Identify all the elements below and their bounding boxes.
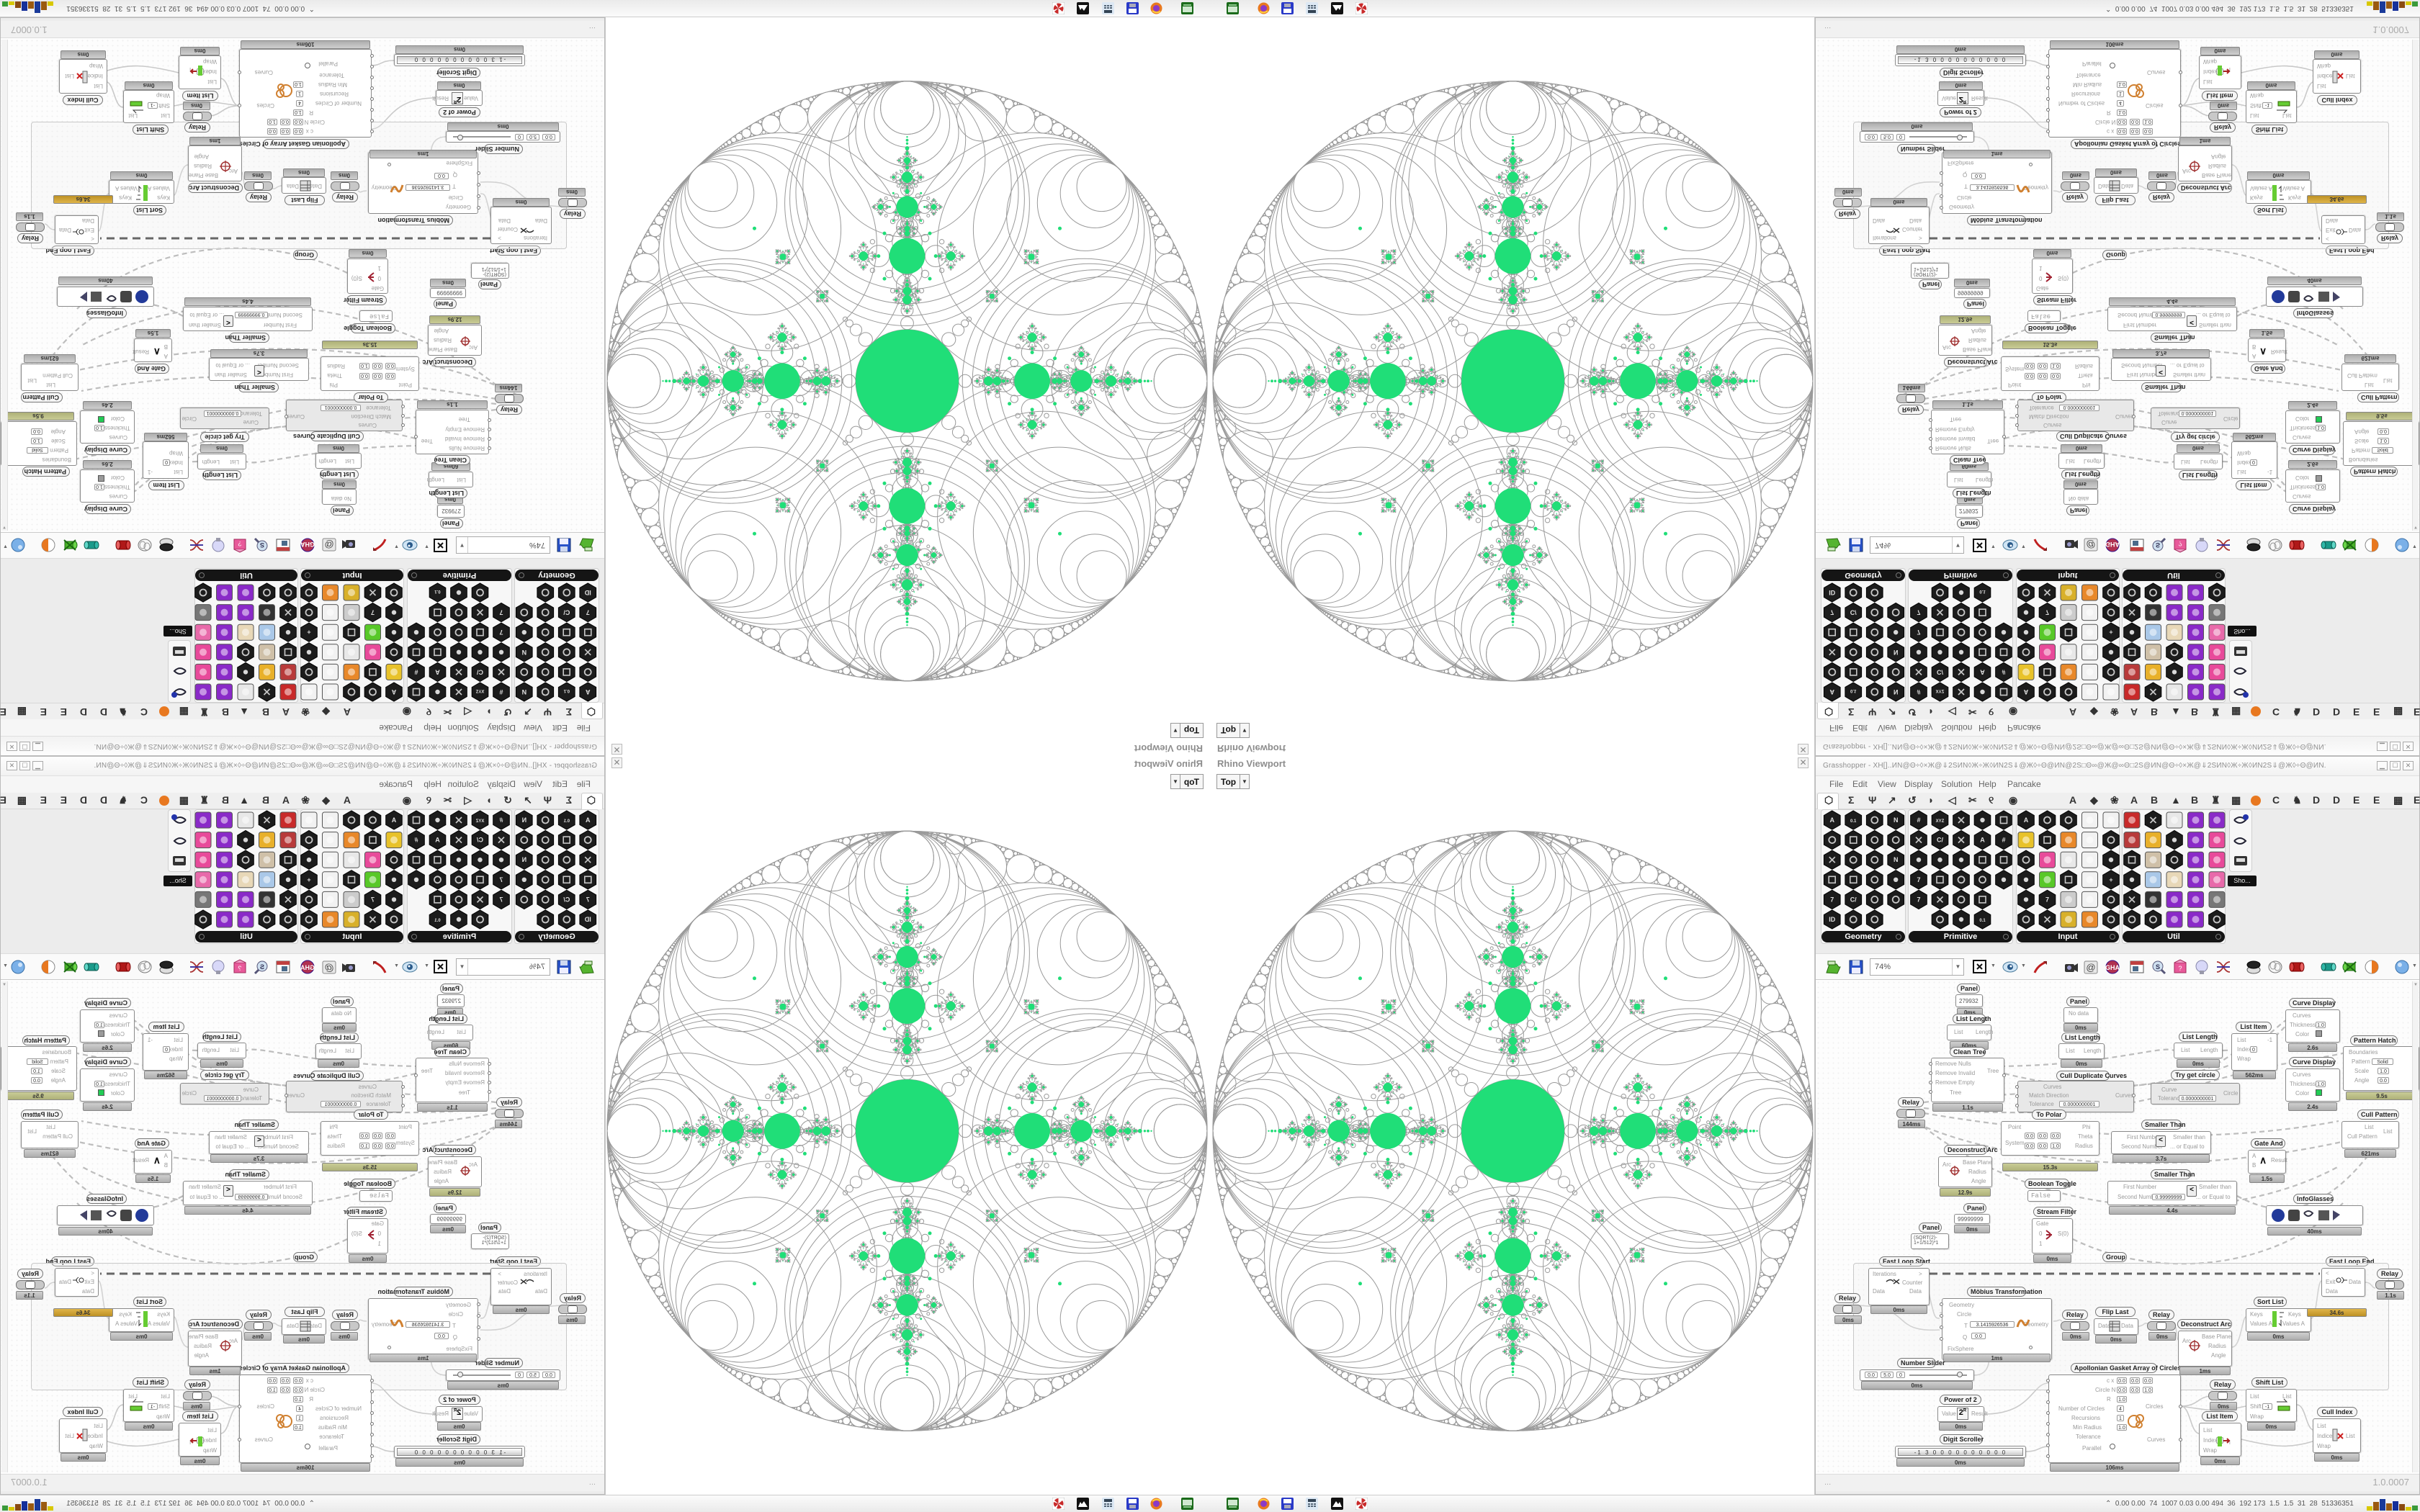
svg-text:XYZ: XYZ xyxy=(1936,688,1945,693)
svg-text:A: A xyxy=(1980,837,1985,844)
svg-text:A: A xyxy=(391,816,396,824)
svg-text:C/: C/ xyxy=(477,837,483,844)
svg-text:#: # xyxy=(2002,668,2005,675)
svg-text:7: 7 xyxy=(499,896,503,903)
svg-text:#: # xyxy=(499,816,503,824)
svg-text:XYZ: XYZ xyxy=(475,819,484,824)
svg-text:#: # xyxy=(414,837,418,844)
svg-text:@: @ xyxy=(2086,539,2095,550)
svg-text:C/: C/ xyxy=(1937,668,1943,675)
svg-text:7: 7 xyxy=(1917,896,1920,903)
svg-text:N: N xyxy=(1894,649,1899,656)
svg-text:7: 7 xyxy=(1917,609,1920,616)
svg-text:A: A xyxy=(1980,668,1985,675)
svg-text:N: N xyxy=(522,688,527,696)
svg-text:+: + xyxy=(307,629,310,636)
svg-text:C/: C/ xyxy=(477,668,483,675)
svg-text:A: A xyxy=(435,837,440,844)
svg-text:S: S xyxy=(260,963,264,971)
svg-text:0.1: 0.1 xyxy=(1979,589,1986,593)
svg-text:A: A xyxy=(2024,688,2029,696)
svg-text:S: S xyxy=(2156,541,2160,549)
svg-text:0.1: 0.1 xyxy=(1850,688,1857,693)
svg-text:?: ? xyxy=(2178,540,2182,547)
svg-text:7: 7 xyxy=(586,609,590,616)
svg-text:#: # xyxy=(414,668,418,675)
svg-text:7: 7 xyxy=(586,896,590,903)
svg-text:7: 7 xyxy=(499,876,503,883)
svg-text:A: A xyxy=(1830,816,1835,824)
svg-text:ID: ID xyxy=(1829,916,1836,923)
svg-text:#: # xyxy=(1917,688,1920,696)
svg-text:0.1: 0.1 xyxy=(563,819,570,824)
svg-text:0.1: 0.1 xyxy=(434,919,441,923)
svg-text:@: @ xyxy=(324,962,333,973)
svg-text:C/: C/ xyxy=(1850,896,1857,903)
svg-text:+: + xyxy=(2109,876,2112,883)
svg-text:N: N xyxy=(1894,688,1899,696)
svg-text:C/: C/ xyxy=(1850,609,1857,616)
svg-text:?: ? xyxy=(238,540,241,547)
svg-text:A: A xyxy=(585,816,590,824)
svg-text:GHA: GHA xyxy=(2105,541,2120,548)
svg-text:7: 7 xyxy=(499,629,503,636)
svg-text:7: 7 xyxy=(1917,876,1920,883)
svg-text:0.1: 0.1 xyxy=(1850,819,1857,824)
svg-text:GHA: GHA xyxy=(300,541,315,548)
svg-text:A: A xyxy=(435,668,440,675)
svg-text:N: N xyxy=(522,649,527,656)
svg-text:#: # xyxy=(2002,837,2005,844)
svg-text:A: A xyxy=(2024,816,2029,824)
svg-text:ID: ID xyxy=(1829,589,1836,596)
svg-text:C/: C/ xyxy=(563,896,570,903)
svg-text:@: @ xyxy=(324,539,333,550)
svg-text:N: N xyxy=(1894,856,1899,863)
svg-text:+: + xyxy=(307,876,310,883)
svg-text:7: 7 xyxy=(1917,629,1920,636)
svg-text:XYZ: XYZ xyxy=(475,688,484,693)
svg-text:7: 7 xyxy=(2045,896,2049,903)
svg-text:C/: C/ xyxy=(563,609,570,616)
svg-text:N: N xyxy=(522,856,527,863)
svg-text:GHA: GHA xyxy=(2105,964,2120,971)
svg-text:@: @ xyxy=(2086,962,2095,973)
svg-text:0.1: 0.1 xyxy=(563,688,570,693)
svg-text:ID: ID xyxy=(584,589,591,596)
svg-text:N: N xyxy=(1894,816,1899,824)
svg-text:7: 7 xyxy=(371,609,375,616)
svg-text:0.1: 0.1 xyxy=(434,589,441,593)
svg-text:0.1: 0.1 xyxy=(1979,919,1986,923)
svg-text:A: A xyxy=(1830,688,1835,696)
svg-text:S: S xyxy=(260,541,264,549)
svg-text:7: 7 xyxy=(1830,609,1834,616)
svg-text:7: 7 xyxy=(2045,609,2049,616)
svg-text:A: A xyxy=(585,688,590,696)
svg-text:GHA: GHA xyxy=(300,964,315,971)
svg-text:N: N xyxy=(522,816,527,824)
svg-text:#: # xyxy=(1917,816,1920,824)
svg-text:#: # xyxy=(499,688,503,696)
svg-text:C/: C/ xyxy=(1937,837,1943,844)
svg-text:ID: ID xyxy=(584,916,591,923)
svg-text:A: A xyxy=(391,688,396,696)
svg-text:?: ? xyxy=(238,965,241,972)
svg-text:S: S xyxy=(2156,963,2160,971)
svg-text:+: + xyxy=(2109,629,2112,636)
svg-text:7: 7 xyxy=(499,609,503,616)
svg-text:7: 7 xyxy=(371,896,375,903)
svg-text:?: ? xyxy=(2178,965,2182,972)
svg-text:XYZ: XYZ xyxy=(1936,819,1945,824)
svg-text:7: 7 xyxy=(1830,896,1834,903)
